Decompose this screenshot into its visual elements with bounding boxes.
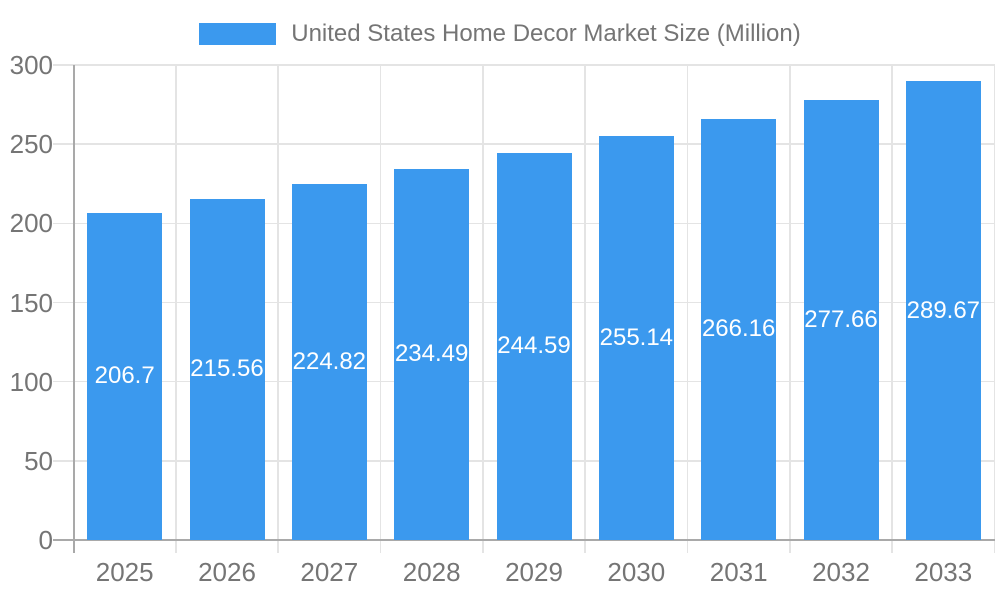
bar: 224.82 xyxy=(291,184,367,540)
x-gridline xyxy=(789,65,791,553)
bar-value-label: 224.82 xyxy=(292,348,367,375)
legend-swatch xyxy=(199,23,277,45)
bar: 277.66 xyxy=(803,100,879,540)
bar-value-label: 289.67 xyxy=(906,296,981,324)
x-tick-label: 2025 xyxy=(95,557,154,587)
y-tick-label: 150 xyxy=(9,287,53,318)
y-tick-label: 50 xyxy=(24,445,53,476)
bar-value-label: 206.7 xyxy=(94,362,155,390)
x-tick-label: 2027 xyxy=(300,557,359,587)
x-gridline xyxy=(993,65,996,553)
x-tick-label: 2029 xyxy=(505,557,563,587)
bar: 215.56 xyxy=(189,198,265,540)
bar-value-label: 244.59 xyxy=(497,332,571,360)
bar-value-label: 277.66 xyxy=(804,306,878,334)
x-axis-line xyxy=(53,539,995,541)
x-gridline xyxy=(277,65,279,553)
bar-value-label: 255.14 xyxy=(599,324,674,351)
bar-value-label: 266.16 xyxy=(701,315,776,343)
bar: 255.14 xyxy=(598,136,674,540)
x-tick-label: 2026 xyxy=(198,557,256,587)
x-gridline xyxy=(175,65,177,553)
x-tick-label: 2031 xyxy=(709,557,768,587)
y-tick-label: 300 xyxy=(9,50,53,80)
y-tick-label: 0 xyxy=(38,525,53,555)
bar-value-label: 215.56 xyxy=(190,355,264,383)
x-gridline xyxy=(379,65,382,553)
y-tick-label: 100 xyxy=(9,366,53,397)
bar: 234.49 xyxy=(394,168,470,540)
bar: 289.67 xyxy=(905,81,981,540)
y-tick-label: 250 xyxy=(9,129,53,160)
bar: 266.16 xyxy=(701,118,777,540)
x-tick-label: 2030 xyxy=(607,557,666,587)
x-tick-label: 2033 xyxy=(914,557,973,587)
x-gridline xyxy=(891,65,893,553)
bar-value-label: 234.49 xyxy=(394,340,469,368)
y-gridline xyxy=(53,64,995,66)
chart-title: United States Home Decor Market Size (Mi… xyxy=(291,20,801,47)
y-axis-line xyxy=(72,65,75,553)
x-tick-label: 2028 xyxy=(402,557,461,587)
y-gridline xyxy=(53,143,995,145)
x-gridline xyxy=(584,65,586,553)
y-tick-label: 200 xyxy=(9,208,53,239)
bar: 206.7 xyxy=(87,212,163,540)
x-gridline xyxy=(482,65,484,553)
legend: United States Home Decor Market Size (Mi… xyxy=(0,20,1000,47)
bar: 244.59 xyxy=(496,152,572,540)
x-tick-label: 2032 xyxy=(812,557,870,587)
x-gridline xyxy=(686,65,689,553)
